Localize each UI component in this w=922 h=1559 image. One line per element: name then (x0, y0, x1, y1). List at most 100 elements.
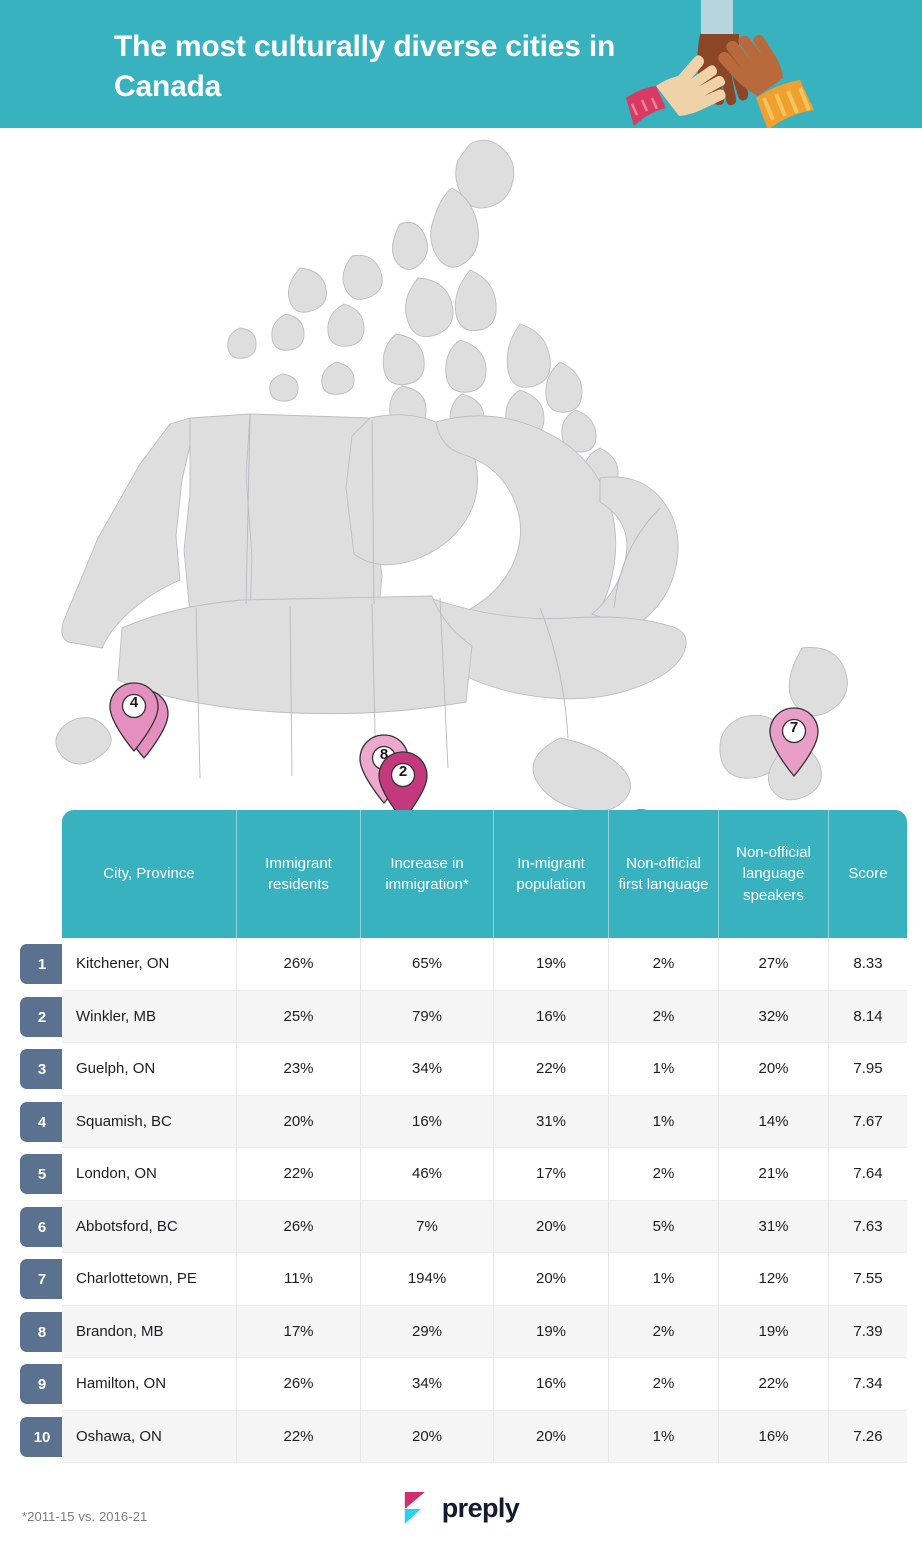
cell-in-migrant-population: 20% (494, 1410, 609, 1463)
cell-city: Charlottetown, PE (62, 1253, 237, 1306)
cell-city: Abbotsford, BC (62, 1200, 237, 1253)
cell-increase-in-immigration: 46% (361, 1148, 494, 1201)
table-header-row: City, Province Immigrant residents Incre… (62, 810, 907, 938)
table-row: Winkler, MB 25% 79% 16% 2% 32% 8.14 (62, 990, 907, 1043)
cell-in-migrant-population: 16% (494, 1358, 609, 1411)
cell-non-official-language-speakers: 21% (719, 1148, 829, 1201)
cell-immigrant-residents: 22% (237, 1148, 361, 1201)
cell-immigrant-residents: 17% (237, 1305, 361, 1358)
cell-non-official-first-language: 2% (609, 1358, 719, 1411)
cell-non-official-language-speakers: 20% (719, 1043, 829, 1096)
cell-immigrant-residents: 20% (237, 1095, 361, 1148)
map-pin-shape (109, 682, 159, 752)
cell-immigrant-residents: 11% (237, 1253, 361, 1306)
three-hands-together-illustration (626, 0, 814, 128)
cell-immigrant-residents: 22% (237, 1410, 361, 1463)
cell-non-official-first-language: 1% (609, 1253, 719, 1306)
table-header: City, Province Immigrant residents Incre… (62, 810, 907, 938)
preply-mark-icon (404, 1492, 425, 1524)
cell-non-official-first-language: 1% (609, 1410, 719, 1463)
preply-logo[interactable]: preply (403, 1491, 520, 1525)
cell-non-official-language-speakers: 31% (719, 1200, 829, 1253)
cell-immigrant-residents: 26% (237, 1200, 361, 1253)
rank-badge: 7 (20, 1259, 64, 1299)
table-row: Squamish, BC 20% 16% 31% 1% 14% 7.67 (62, 1095, 907, 1148)
map-pin-label: 2 (398, 763, 408, 780)
cell-non-official-first-language: 2% (609, 1305, 719, 1358)
map-pin-shape (378, 751, 428, 821)
cell-score: 8.14 (829, 990, 907, 1043)
cell-city: Brandon, MB (62, 1305, 237, 1358)
cell-score: 7.55 (829, 1253, 907, 1306)
table-row: Kitchener, ON 26% 65% 19% 2% 27% 8.33 (62, 938, 907, 991)
cell-non-official-language-speakers: 27% (719, 938, 829, 991)
cell-non-official-first-language: 1% (609, 1043, 719, 1096)
map-pin-7[interactable]: 7 (768, 706, 820, 778)
column-header-increase-in-immigration[interactable]: Increase in immigration* (361, 810, 494, 938)
cell-city: Winkler, MB (62, 990, 237, 1043)
cell-in-migrant-population: 19% (494, 938, 609, 991)
column-header-non-official-first-language[interactable]: Non-official first language (609, 810, 719, 938)
cell-non-official-language-speakers: 14% (719, 1095, 829, 1148)
cell-non-official-first-language: 2% (609, 938, 719, 991)
column-header-score[interactable]: Score (829, 810, 907, 938)
cell-non-official-language-speakers: 16% (719, 1410, 829, 1463)
map-pin-label: 7 (789, 719, 799, 736)
cell-immigrant-residents: 26% (237, 1358, 361, 1411)
cell-increase-in-immigration: 79% (361, 990, 494, 1043)
cell-immigrant-residents: 23% (237, 1043, 361, 1096)
cell-immigrant-residents: 25% (237, 990, 361, 1043)
rank-badge: 9 (20, 1364, 64, 1404)
page-title: The most culturally diverse cities in Ca… (114, 30, 616, 103)
cell-increase-in-immigration: 194% (361, 1253, 494, 1306)
cell-non-official-language-speakers: 32% (719, 990, 829, 1043)
cell-city: Kitchener, ON (62, 938, 237, 991)
cell-city: Guelph, ON (62, 1043, 237, 1096)
table-row: Brandon, MB 17% 29% 19% 2% 19% 7.39 (62, 1305, 907, 1358)
cell-increase-in-immigration: 29% (361, 1305, 494, 1358)
map-pin-4[interactable]: 4 (108, 681, 160, 753)
cell-in-migrant-population: 20% (494, 1253, 609, 1306)
cell-in-migrant-population: 17% (494, 1148, 609, 1201)
map-pin-shape (769, 707, 819, 777)
column-header-immigrant-residents[interactable]: Immigrant residents (237, 810, 361, 938)
cell-in-migrant-population: 19% (494, 1305, 609, 1358)
cell-increase-in-immigration: 20% (361, 1410, 494, 1463)
cell-city: Squamish, BC (62, 1095, 237, 1148)
cell-score: 7.67 (829, 1095, 907, 1148)
rank-badge: 8 (20, 1312, 64, 1352)
table-row: Charlottetown, PE 11% 194% 20% 1% 12% 7.… (62, 1253, 907, 1306)
map-pin-label: 4 (129, 694, 139, 711)
page-footer: *2011-15 vs. 2016-21 preply (0, 1463, 922, 1559)
cell-increase-in-immigration: 34% (361, 1358, 494, 1411)
cell-in-migrant-population: 16% (494, 990, 609, 1043)
cell-increase-in-immigration: 65% (361, 938, 494, 991)
cell-in-migrant-population: 20% (494, 1200, 609, 1253)
cell-immigrant-residents: 26% (237, 938, 361, 991)
cell-increase-in-immigration: 7% (361, 1200, 494, 1253)
table-row: Abbotsford, BC 26% 7% 20% 5% 31% 7.63 (62, 1200, 907, 1253)
rankings-table-container: 1 2 3 4 5 6 7 8 9 10 City, Province Immi… (0, 810, 922, 1463)
rankings-table: City, Province Immigrant residents Incre… (62, 810, 907, 1463)
rank-badge: 5 (20, 1154, 64, 1194)
cell-in-migrant-population: 31% (494, 1095, 609, 1148)
cell-non-official-first-language: 2% (609, 1148, 719, 1201)
cell-score: 7.34 (829, 1358, 907, 1411)
cell-increase-in-immigration: 34% (361, 1043, 494, 1096)
column-header-non-official-language-speakers[interactable]: Non-official language speakers (719, 810, 829, 938)
cell-non-official-first-language: 2% (609, 990, 719, 1043)
canada-map-container: 6 4 8 2 7 3 (0, 128, 922, 892)
column-header-in-migrant-population[interactable]: In-migrant population (494, 810, 609, 938)
cell-non-official-first-language: 5% (609, 1200, 719, 1253)
cell-in-migrant-population: 22% (494, 1043, 609, 1096)
cell-city: Hamilton, ON (62, 1358, 237, 1411)
rank-badge: 10 (20, 1417, 64, 1457)
canada-map-svg (55, 139, 848, 810)
table-body: Kitchener, ON 26% 65% 19% 2% 27% 8.33 Wi… (62, 938, 907, 1463)
rank-badge: 1 (20, 944, 64, 984)
map-pin-2[interactable]: 2 (377, 750, 429, 822)
cell-non-official-language-speakers: 12% (719, 1253, 829, 1306)
column-header-city[interactable]: City, Province (62, 810, 237, 938)
table-row: Oshawa, ON 22% 20% 20% 1% 16% 7.26 (62, 1410, 907, 1463)
rank-badge: 2 (20, 997, 64, 1037)
